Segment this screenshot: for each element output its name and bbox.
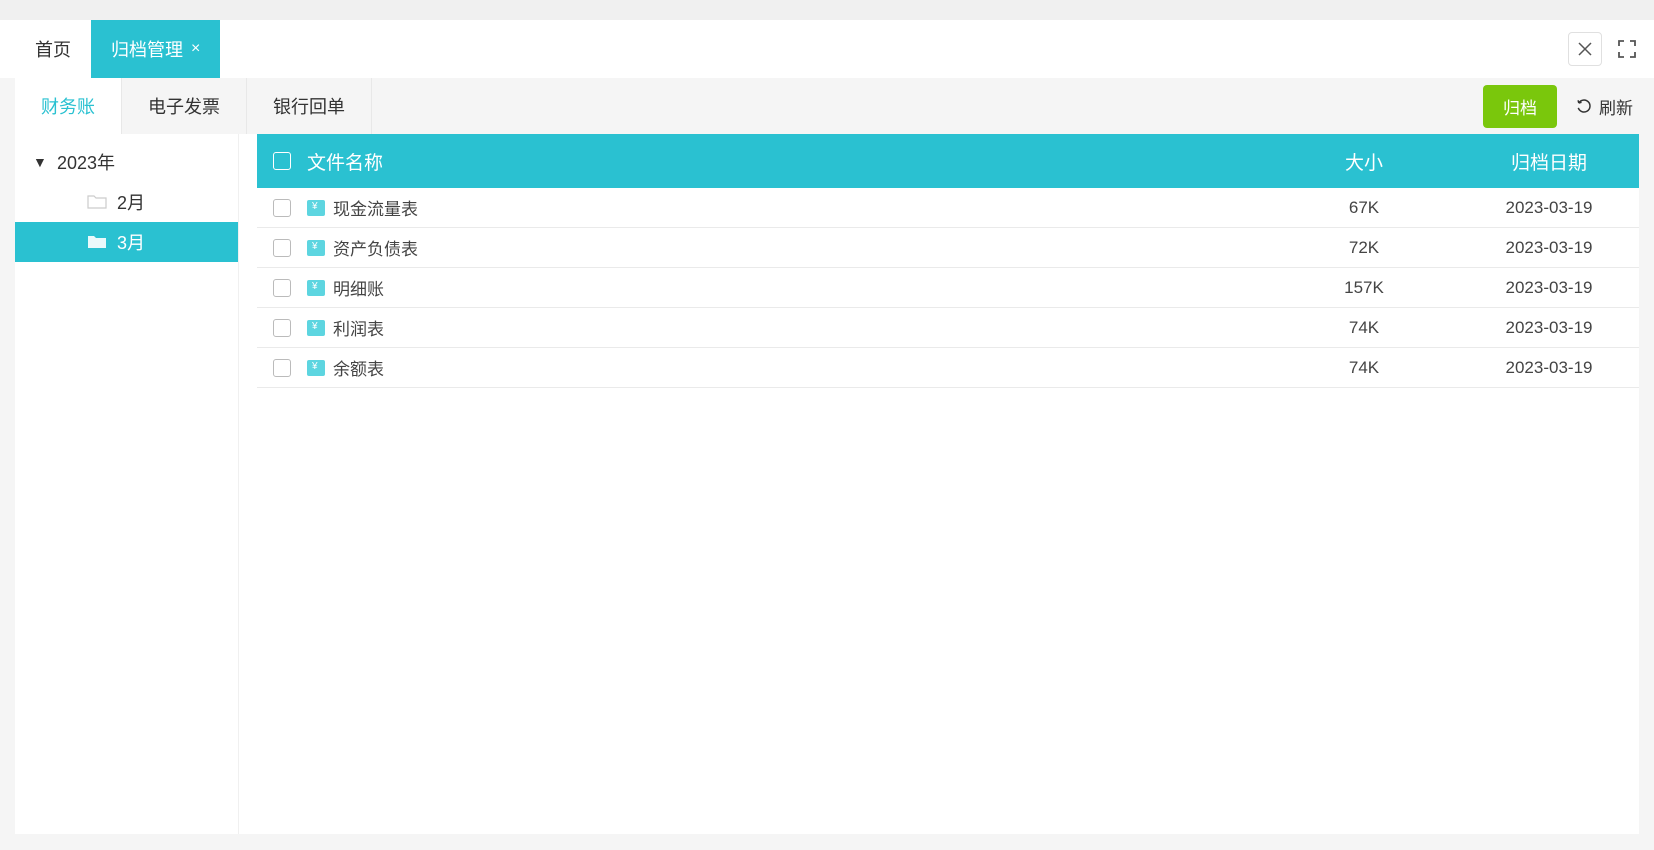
- row-check-cell: [257, 359, 307, 377]
- row-check-cell: [257, 319, 307, 337]
- file-size: 67K: [1269, 198, 1459, 218]
- header-name: 文件名称: [307, 148, 1269, 175]
- folder-icon: [87, 194, 107, 210]
- header-size: 大小: [1269, 148, 1459, 175]
- table-row[interactable]: 资产负债表 72K 2023-03-19: [257, 228, 1639, 268]
- file-table: 文件名称 大小 归档日期 现金流量表 67K 2023-03-19: [257, 134, 1639, 834]
- row-name-cell: 明细账: [307, 275, 1269, 300]
- table-row[interactable]: 利润表 74K 2023-03-19: [257, 308, 1639, 348]
- sub-tab-finance-label: 财务账: [41, 93, 95, 119]
- file-date: 2023-03-19: [1459, 198, 1639, 218]
- row-name-cell: 资产负债表: [307, 235, 1269, 260]
- row-checkbox[interactable]: [273, 319, 291, 337]
- file-date: 2023-03-19: [1459, 318, 1639, 338]
- file-name: 资产负债表: [333, 235, 418, 260]
- file-date: 2023-03-19: [1459, 278, 1639, 298]
- file-icon: [307, 280, 325, 296]
- row-checkbox[interactable]: [273, 359, 291, 377]
- sub-tab-bank-label: 银行回单: [273, 93, 345, 119]
- file-icon: [307, 240, 325, 256]
- sub-tab-einvoice[interactable]: 电子发票: [122, 78, 247, 134]
- tab-archive-label: 归档管理: [111, 36, 183, 62]
- row-checkbox[interactable]: [273, 279, 291, 297]
- tree-year-2023[interactable]: ▼ 2023年: [15, 142, 238, 182]
- tab-home-label: 首页: [35, 36, 71, 62]
- file-name: 现金流量表: [333, 195, 418, 220]
- x-icon: [1577, 41, 1593, 57]
- refresh-button[interactable]: 刷新: [1575, 94, 1633, 119]
- table-row[interactable]: 现金流量表 67K 2023-03-19: [257, 188, 1639, 228]
- folder-icon: [87, 234, 107, 250]
- row-check-cell: [257, 199, 307, 217]
- tree-sidebar: ▼ 2023年 2月 3月: [15, 134, 239, 834]
- table-row[interactable]: 明细账 157K 2023-03-19: [257, 268, 1639, 308]
- file-name: 明细账: [333, 275, 384, 300]
- header-check-cell: [257, 152, 307, 170]
- sub-tabs: 财务账 电子发票 银行回单 归档 刷新: [15, 78, 1639, 134]
- top-spacer: [0, 0, 1654, 20]
- sub-tab-einvoice-label: 电子发票: [148, 93, 220, 119]
- sub-tab-finance[interactable]: 财务账: [15, 78, 122, 134]
- archive-button[interactable]: 归档: [1483, 85, 1557, 128]
- row-name-cell: 现金流量表: [307, 195, 1269, 220]
- fullscreen-icon: [1618, 40, 1636, 58]
- tree-feb-label: 2月: [117, 189, 145, 215]
- table-header: 文件名称 大小 归档日期: [257, 134, 1639, 188]
- row-check-cell: [257, 239, 307, 257]
- file-size: 157K: [1269, 278, 1459, 298]
- tree-year-label: 2023年: [57, 149, 115, 175]
- file-name: 利润表: [333, 315, 384, 340]
- file-date: 2023-03-19: [1459, 358, 1639, 378]
- row-check-cell: [257, 279, 307, 297]
- header-date: 归档日期: [1459, 148, 1639, 175]
- refresh-label: 刷新: [1599, 94, 1633, 119]
- row-name-cell: 余额表: [307, 355, 1269, 380]
- row-name-cell: 利润表: [307, 315, 1269, 340]
- body-row: ▼ 2023年 2月 3月 文件名称 大: [15, 134, 1639, 834]
- row-checkbox[interactable]: [273, 239, 291, 257]
- tab-home[interactable]: 首页: [15, 20, 91, 78]
- file-size: 72K: [1269, 238, 1459, 258]
- content-area: 财务账 电子发票 银行回单 归档 刷新 ▼ 2023年 2: [0, 78, 1654, 834]
- sub-tab-bank-receipt[interactable]: 银行回单: [247, 78, 372, 134]
- file-icon: [307, 200, 325, 216]
- refresh-icon: [1575, 97, 1593, 115]
- file-name: 余额表: [333, 355, 384, 380]
- close-button[interactable]: [1568, 32, 1602, 66]
- row-checkbox[interactable]: [273, 199, 291, 217]
- file-size: 74K: [1269, 358, 1459, 378]
- fullscreen-button[interactable]: [1610, 32, 1644, 66]
- select-all-checkbox[interactable]: [273, 152, 291, 170]
- table-row[interactable]: 余额表 74K 2023-03-19: [257, 348, 1639, 388]
- tab-archive-mgmt[interactable]: 归档管理 ×: [91, 20, 220, 78]
- tree-mar-label: 3月: [117, 229, 145, 255]
- file-icon: [307, 360, 325, 376]
- main-tabs: 首页 归档管理 ×: [0, 20, 1654, 78]
- tree-month-feb[interactable]: 2月: [15, 182, 238, 222]
- top-right-controls: [1568, 32, 1644, 66]
- file-date: 2023-03-19: [1459, 238, 1639, 258]
- close-icon[interactable]: ×: [191, 40, 200, 58]
- file-icon: [307, 320, 325, 336]
- file-size: 74K: [1269, 318, 1459, 338]
- tree-month-mar[interactable]: 3月: [15, 222, 238, 262]
- caret-down-icon: ▼: [33, 154, 47, 170]
